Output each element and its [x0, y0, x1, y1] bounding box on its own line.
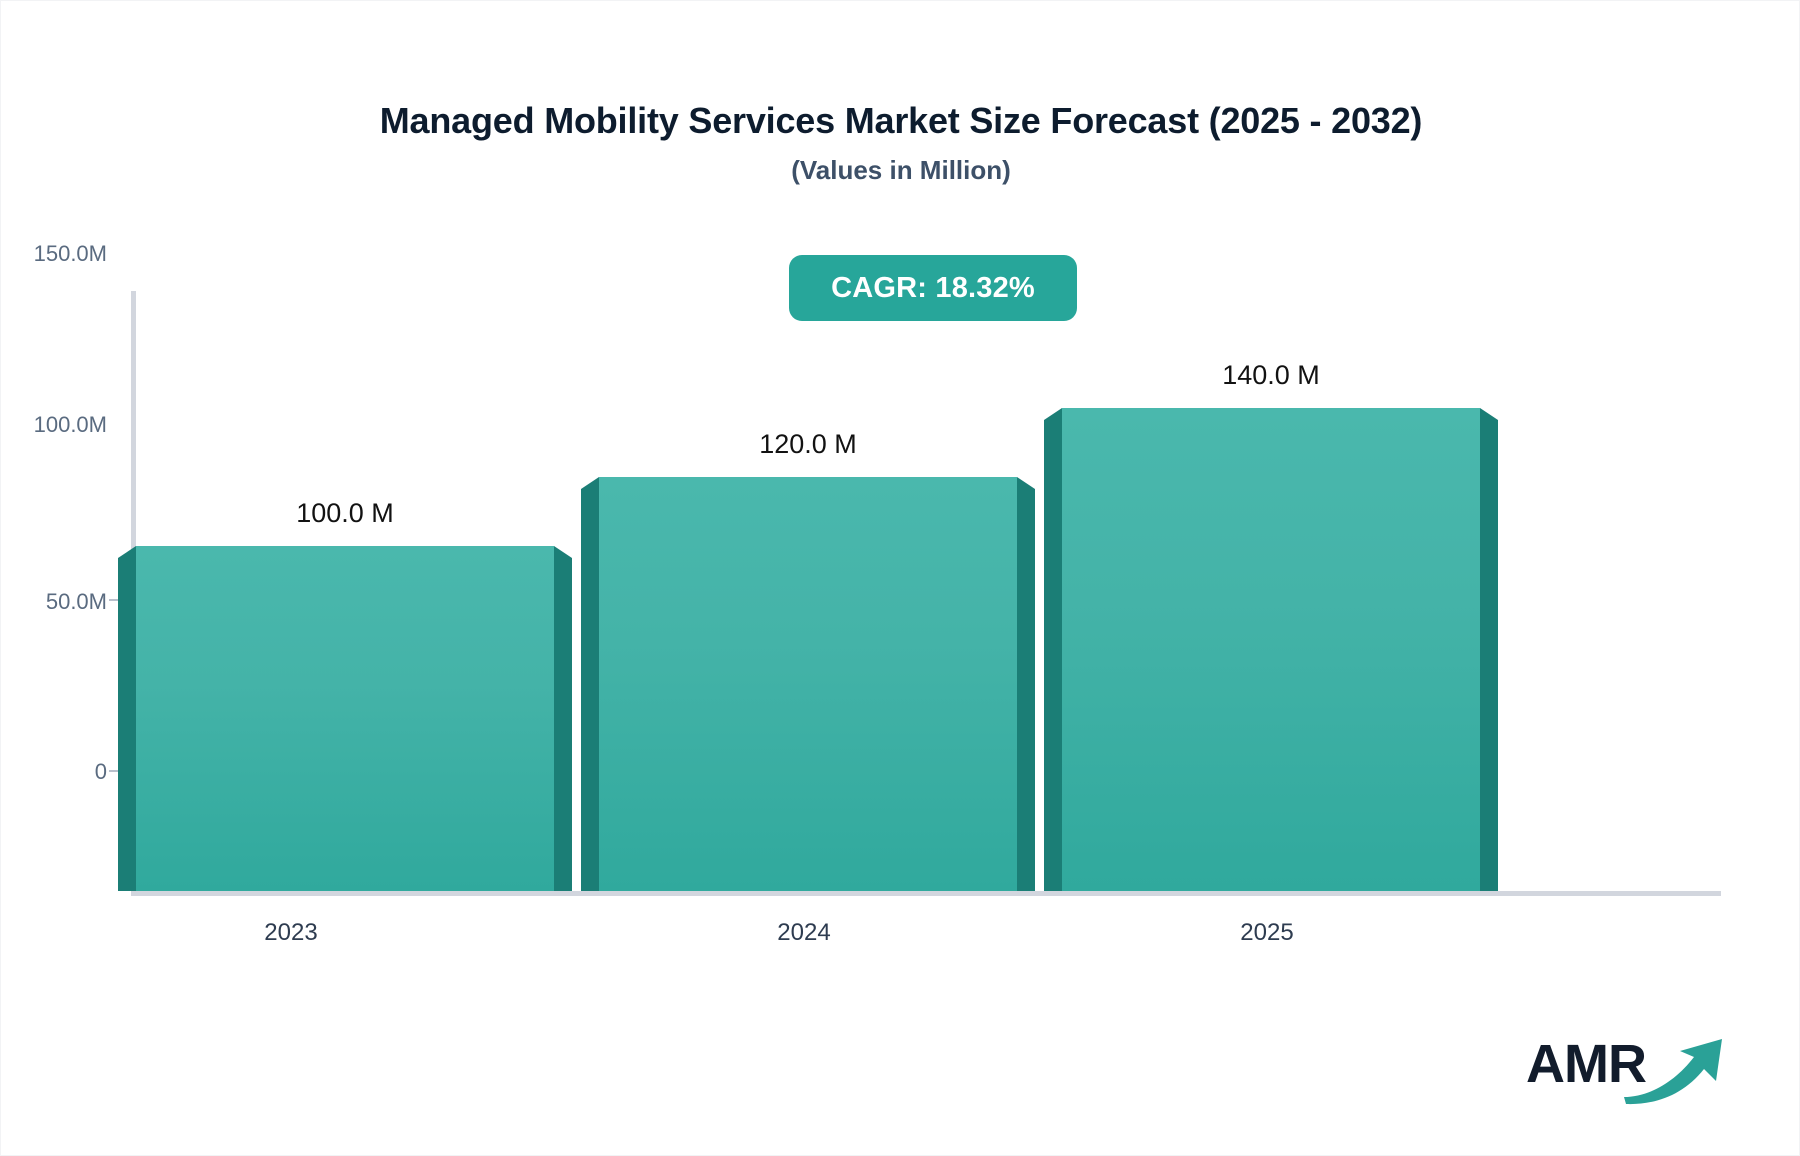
- y-tick-label-100: 100.0M: [33, 412, 107, 437]
- page-title: Managed Mobility Services Market Size Fo…: [379, 100, 1423, 141]
- x-tick-label-2024: 2024: [777, 919, 831, 946]
- y-tick-label-150: 150.0M: [33, 241, 107, 266]
- chart-subtitle: (Values in Million): [791, 155, 1011, 185]
- bar-2024-right-shadow: [1017, 477, 1035, 891]
- bar-2024-value-label: 120.0 M: [759, 429, 857, 459]
- bar-2023-left-shadow: [118, 546, 136, 891]
- y-tick-mark-50: [109, 599, 121, 601]
- bar-2025-face: [1062, 408, 1480, 891]
- bar-2023-right-shadow: [554, 546, 572, 891]
- bar-2023-face: [136, 546, 554, 891]
- bar-2025-value-label: 140.0 M: [1222, 360, 1320, 390]
- plot-area: 100.0 M 120.0 M 140.0 M: [118, 291, 1721, 896]
- y-tick-label-50: 50.0M: [45, 589, 107, 614]
- x-tick-label-2025: 2025: [1240, 919, 1294, 946]
- y-tick-mark-0: [109, 770, 121, 772]
- bar-2025[interactable]: 140.0 M: [1044, 360, 1498, 891]
- cagr-badge-label: CAGR: 18.32%: [831, 271, 1035, 304]
- amr-logo-text: AMR: [1526, 1034, 1647, 1094]
- chart-title-block: Managed Mobility Services Market Size Fo…: [1, 99, 1800, 186]
- bar-2024-left-shadow: [581, 477, 599, 891]
- bar-2025-right-shadow: [1480, 408, 1498, 891]
- bar-2023[interactable]: 100.0 M: [118, 498, 572, 891]
- x-axis-line: [131, 891, 1721, 896]
- growth-arrow-icon: [1624, 1039, 1722, 1105]
- cagr-badge: CAGR: 18.32%: [789, 255, 1077, 321]
- x-tick-label-2023: 2023: [264, 919, 318, 946]
- y-tick-label-0: 0: [94, 759, 107, 784]
- bar-2023-value-label: 100.0 M: [296, 498, 394, 528]
- amr-logo: AMR: [1526, 1031, 1726, 1111]
- bar-2024-face: [599, 477, 1017, 891]
- bar-2025-left-shadow: [1044, 408, 1062, 891]
- bar-2024[interactable]: 120.0 M: [581, 429, 1035, 891]
